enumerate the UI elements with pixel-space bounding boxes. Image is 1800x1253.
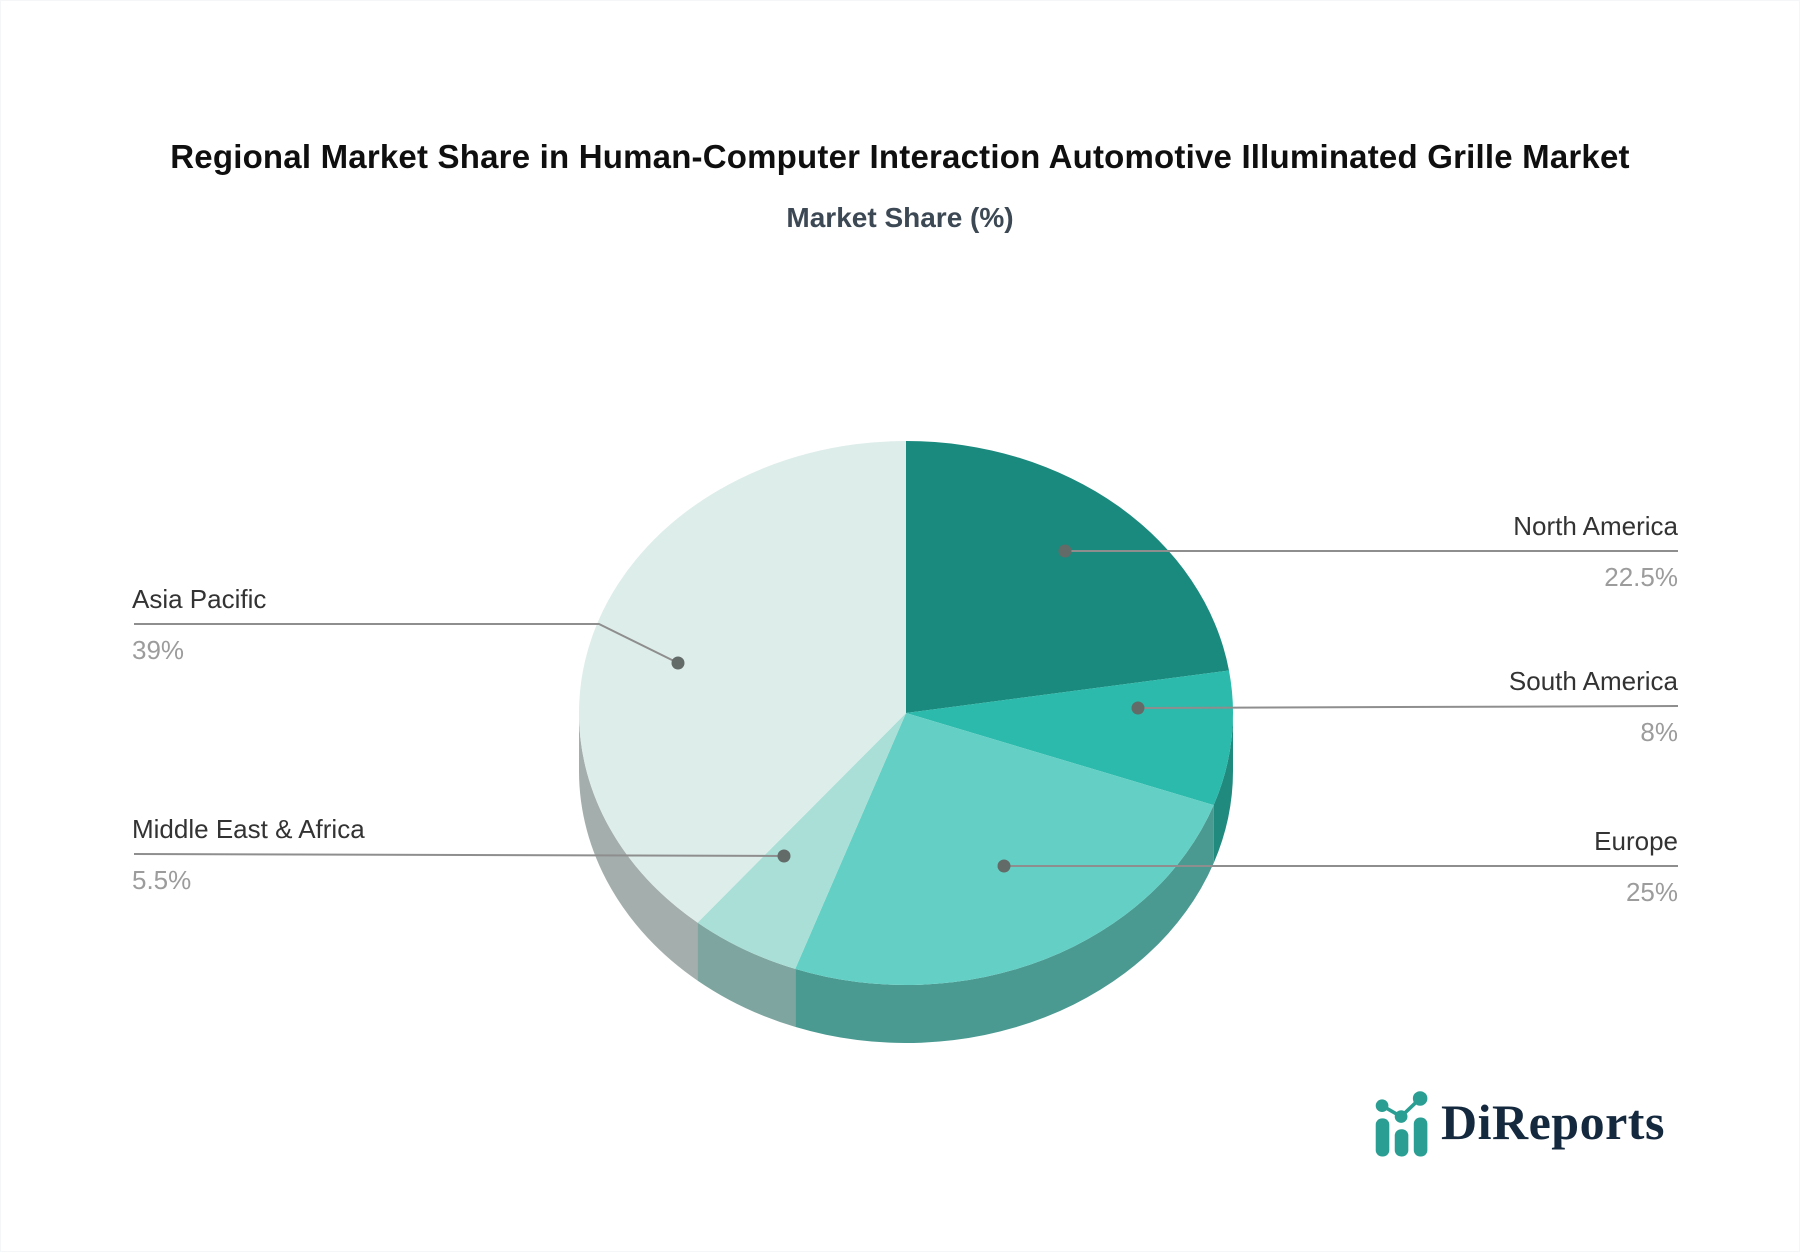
pie-slice-side-middle-east-africa: [697, 922, 796, 1027]
pie-slice-side-asia-pacific: [579, 713, 698, 981]
logo-text: DiReports: [1441, 1094, 1665, 1150]
pie-slice-europe[interactable]: [795, 713, 1214, 985]
pie-slice-south-america[interactable]: [906, 670, 1233, 806]
pie-connector-asia-pacific: [134, 623, 679, 664]
pie-connector-dot-north-america: [1058, 544, 1072, 558]
chart-header: Regional Market Share in Human-Computer …: [1, 129, 1799, 234]
pie-connector-south-america: [1137, 705, 1679, 709]
pie-slice-middle-east-africa[interactable]: [697, 713, 906, 969]
pie-connector-dot-middle-east-africa: [777, 849, 791, 863]
mini-bar-line-chart-icon: [1375, 1091, 1428, 1157]
pie-slice-side-south-america: [1213, 713, 1233, 864]
pie-connector-dot-europe: [997, 859, 1011, 873]
pie-connector-dot-asia-pacific: [671, 656, 685, 670]
direports-logo: DiReports: [1373, 1087, 1665, 1157]
pie-slice-asia-pacific[interactable]: [578, 441, 906, 923]
chart-title: Regional Market Share in Human-Computer …: [170, 138, 1630, 175]
pie-slice-north-america[interactable]: [906, 441, 1229, 713]
pie-connector-middle-east-africa: [133, 853, 785, 857]
pie-connector-dot-south-america: [1131, 701, 1145, 715]
chart-subtitle: Market Share (%): [786, 202, 1014, 233]
pie-slice-side-europe: [795, 805, 1214, 1043]
